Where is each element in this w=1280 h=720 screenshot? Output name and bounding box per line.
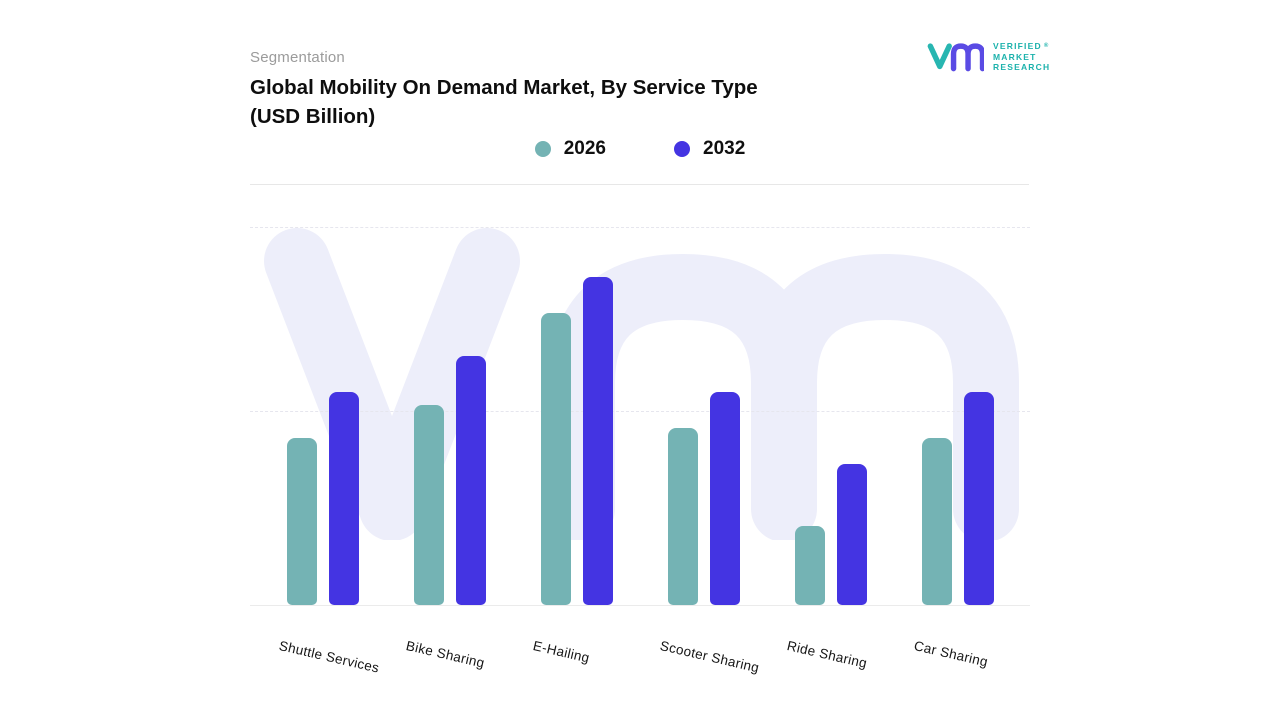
vmr-logo-text: VERIFIED ® MARKET RESEARCH (993, 41, 1050, 73)
eyebrow-label: Segmentation (250, 49, 345, 66)
bar-2032 (964, 392, 994, 605)
category-label: Bike Sharing (404, 638, 487, 671)
page-title-line1: Global Mobility On Demand Market, By Ser… (250, 76, 758, 99)
vmr-logo-word-verified: VERIFIED (993, 41, 1042, 52)
legend: 2026 2032 (250, 134, 1030, 164)
bar-group (287, 225, 359, 605)
page-title-line2: (USD Billion) (250, 105, 376, 128)
gridline-middle (250, 411, 1030, 412)
bar-2032 (710, 392, 740, 605)
bar-2026 (668, 428, 698, 605)
category-label: Ride Sharing (785, 638, 869, 671)
bar-2032 (583, 277, 613, 605)
gridline-top (250, 227, 1030, 228)
bar-2026 (541, 313, 571, 605)
page-title: Global Mobility On Demand Market, By Ser… (250, 73, 930, 131)
vmr-logo-word-market: MARKET (993, 51, 1037, 62)
legend-label: 2026 (563, 138, 606, 159)
bar-group (414, 225, 486, 605)
category-label: E-Hailing (531, 638, 592, 666)
category-label: Car Sharing (912, 638, 990, 670)
vmr-logo-word-research: RESEARCH (993, 62, 1051, 73)
vmr-logo-text-line1: VERIFIED ® (993, 41, 1050, 52)
header-divider (250, 184, 1029, 185)
legend-item: 2026 (534, 138, 606, 160)
bar-2026 (287, 438, 317, 605)
vmr-logo-icon (927, 43, 984, 72)
x-axis-line (250, 605, 1030, 606)
plot-area (250, 225, 1030, 606)
bar-2032 (837, 464, 867, 605)
category-label: Scooter Sharing (658, 638, 761, 676)
bar-2026 (795, 526, 825, 605)
legend-swatch (534, 141, 551, 157)
bar-2026 (922, 438, 952, 605)
registered-mark: ® (1043, 43, 1050, 50)
bar-2026 (414, 405, 444, 605)
vmr-logo: VERIFIED ® MARKET RESEARCH (926, 35, 1050, 79)
legend-label: 2032 (703, 138, 746, 159)
bar-group (541, 225, 613, 605)
category-label: Shuttle Services (277, 638, 381, 676)
bar-group (795, 225, 867, 605)
legend-swatch (674, 141, 690, 157)
bar-group (668, 225, 740, 605)
bar-2032 (329, 392, 359, 605)
bar-group (922, 225, 994, 605)
bar-groups (250, 225, 1030, 605)
bar-2032 (456, 356, 486, 605)
legend-item: 2032 (674, 138, 745, 160)
